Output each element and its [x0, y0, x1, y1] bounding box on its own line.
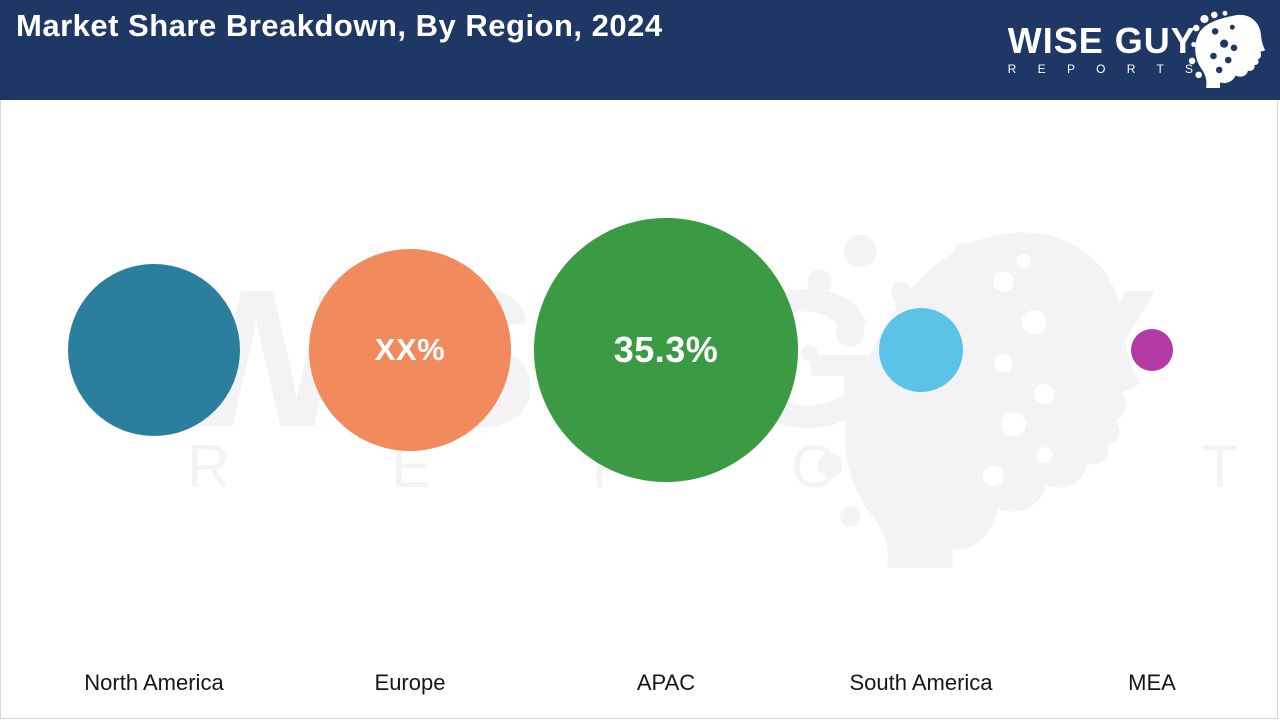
brand-name: WISE GUY: [1007, 20, 1196, 62]
bubble-value-label-europe: XX%: [374, 332, 446, 367]
brand-logo: WISE GUY R E P O R T S: [1002, 6, 1266, 92]
category-label-apac: APAC: [636, 670, 696, 695]
bubble-europe: XX%: [309, 249, 511, 451]
bubble-north-america: [68, 264, 240, 436]
brand-logo-text: WISE GUY R E P O R T S: [1002, 22, 1202, 76]
category-label-europe: Europe: [374, 670, 446, 695]
category-label-north-america: North America: [84, 670, 224, 695]
header-bar: Market Share Breakdown, By Region, 2024 …: [0, 0, 1280, 100]
page-title: Market Share Breakdown, By Region, 2024: [16, 8, 663, 43]
brand-tagline: R E P O R T S: [1007, 61, 1202, 76]
bubble-south-america: [879, 308, 963, 392]
bubble-apac: 35.3%: [534, 218, 798, 482]
bubble-mea: [1131, 329, 1173, 371]
bubble-value-label-apac: 35.3%: [613, 329, 719, 370]
category-label-mea: MEA: [1128, 670, 1176, 695]
category-label-south-america: South America: [849, 670, 993, 695]
brand-head-icon: [1188, 10, 1266, 89]
